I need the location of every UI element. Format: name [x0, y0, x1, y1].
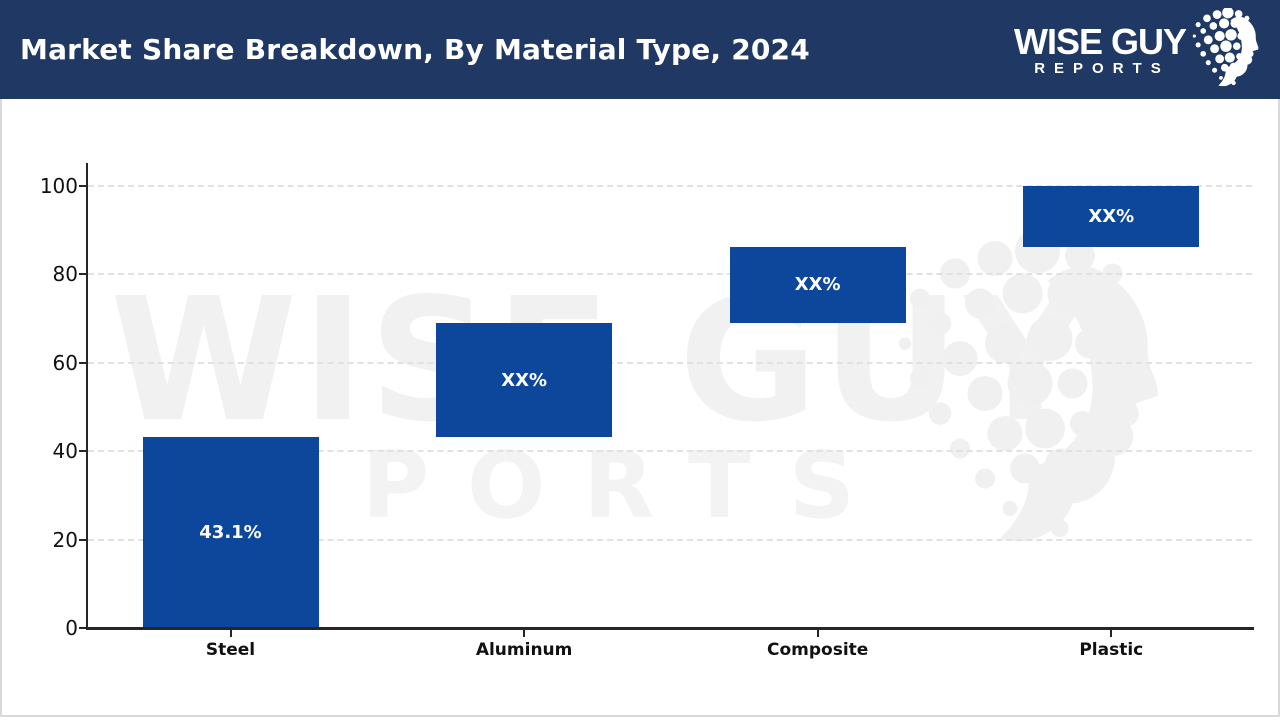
y-gridline	[88, 273, 1252, 276]
bar-plastic: XX%	[1023, 186, 1200, 247]
bar-aluminum: XX%	[436, 323, 613, 438]
page-title: Market Share Breakdown, By Material Type…	[20, 33, 810, 66]
header-bar: Market Share Breakdown, By Material Type…	[0, 0, 1280, 99]
y-tick	[79, 538, 87, 541]
y-gridline	[88, 361, 1252, 364]
y-tick-label: 20	[52, 527, 78, 552]
y-tick-label: 80	[52, 262, 78, 287]
x-axis-label: Composite	[767, 640, 869, 660]
y-tick-label: 100	[39, 174, 78, 198]
y-gridline	[88, 450, 1252, 453]
wiseguy-logo-wordmark: WISE GUY	[1013, 20, 1187, 62]
bar-value-label: XX%	[501, 369, 547, 391]
bar-steel: 43.1%	[142, 437, 319, 628]
page-border-frame	[0, 99, 1280, 717]
y-axis-spine	[86, 163, 88, 630]
wiseguy-logo-subtitle: REPORTS	[1034, 60, 1170, 78]
x-tick	[229, 630, 232, 637]
bar-value-label: XX%	[1088, 205, 1135, 227]
x-tick	[816, 630, 819, 637]
x-tick	[523, 630, 526, 637]
wiseguy-logo-text: WISE GUY REPORTS	[1013, 20, 1187, 78]
watermark-face-icon	[898, 228, 1158, 542]
y-tick-label: 40	[52, 439, 78, 464]
y-gridline	[88, 185, 1252, 187]
y-tick	[79, 185, 87, 187]
bar-composite: XX%	[729, 246, 906, 323]
bar-value-label: XX%	[794, 274, 841, 296]
y-tick	[79, 450, 87, 453]
x-axis-label: Plastic	[1079, 640, 1144, 660]
y-tick	[79, 361, 87, 364]
x-axis-label: Steel	[205, 640, 256, 660]
y-gridline	[88, 538, 1252, 541]
x-axis-label: Aluminum	[475, 640, 573, 660]
bar-value-label: 43.1%	[199, 522, 262, 544]
wiseguy-logo: WISE GUY REPORTS	[1013, 7, 1264, 92]
x-axis-spine	[86, 627, 1254, 630]
y-tick-label: 0	[65, 616, 78, 640]
x-tick	[1110, 630, 1113, 637]
y-tick	[79, 627, 87, 629]
y-tick	[79, 273, 87, 276]
y-tick-label: 60	[52, 350, 78, 375]
wiseguy-face-icon	[1192, 7, 1259, 86]
